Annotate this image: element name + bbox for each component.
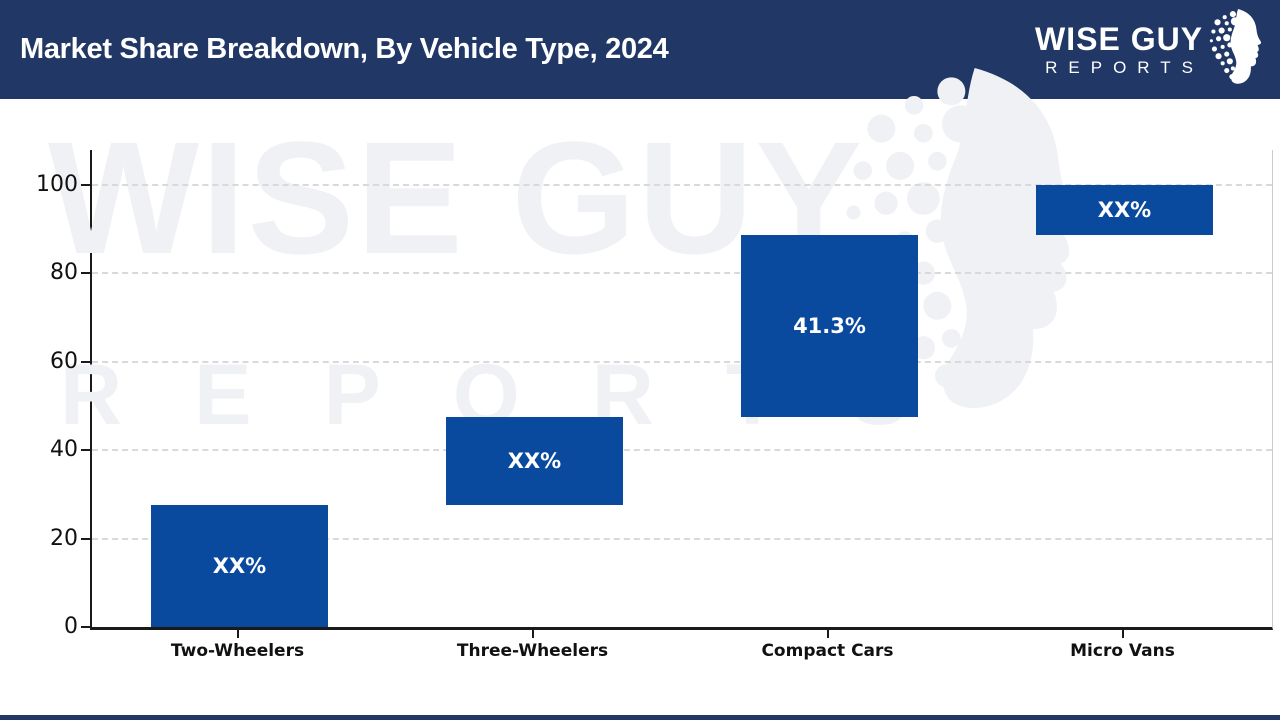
header-bar: Market Share Breakdown, By Vehicle Type,… [0, 0, 1280, 99]
y-axis-tick [81, 184, 90, 186]
gridline [92, 537, 1272, 540]
logo-brand-subtitle: REPORTS [1045, 57, 1204, 77]
y-axis-tick-label: 20 [50, 525, 78, 551]
y-axis-tick [81, 360, 90, 363]
wiseguy-head-icon [1206, 9, 1268, 91]
y-axis-tick-label: 60 [50, 348, 78, 374]
x-axis-tick [826, 630, 829, 638]
x-axis-category-label: Three-Wheelers [456, 641, 609, 661]
bar: XX% [446, 417, 623, 505]
x-axis-category-label: Micro Vans [1070, 641, 1175, 661]
plot-area: XX% XX% 41.3% XX% [90, 150, 1273, 630]
gridline [92, 184, 1272, 186]
x-axis-tick [236, 630, 239, 638]
x-axis-tick [531, 630, 534, 638]
y-axis-tick-label: 100 [36, 172, 78, 197]
x-axis-category-label: Two-Wheelers [170, 641, 305, 661]
gridline [92, 449, 1272, 452]
y-axis-tick-label: 80 [50, 260, 78, 286]
y-axis-tick [81, 272, 90, 275]
x-axis-category-label: Compact Cars [761, 641, 894, 661]
bar-value-label: XX% [1097, 197, 1152, 222]
bar: 41.3% [741, 234, 918, 418]
gridline [92, 272, 1272, 275]
plot-scale: XX% XX% 41.3% XX% [92, 184, 1272, 627]
logo-brand-name: WISE GUY [1035, 20, 1204, 57]
bar-value-label: XX% [212, 553, 267, 578]
wiseguy-logo-text: WISE GUY REPORTS [1034, 22, 1204, 78]
y-axis-tick [81, 449, 90, 452]
bar: XX% [1036, 185, 1213, 235]
bar-value-label: 41.3% [793, 313, 866, 338]
wiseguy-logo: WISE GUY REPORTS [1034, 7, 1268, 93]
footer-bar [0, 715, 1280, 720]
y-axis-tick-label: 0 [64, 614, 78, 639]
y-axis-tick-label: 40 [50, 437, 78, 463]
x-axis-tick [1121, 630, 1124, 638]
gridline [92, 360, 1272, 363]
y-axis-tick [81, 537, 90, 540]
y-axis-tick [81, 626, 90, 628]
chart-title: Market Share Breakdown, By Vehicle Type,… [20, 33, 669, 65]
bar: XX% [151, 504, 328, 627]
bar-value-label: XX% [507, 448, 562, 473]
